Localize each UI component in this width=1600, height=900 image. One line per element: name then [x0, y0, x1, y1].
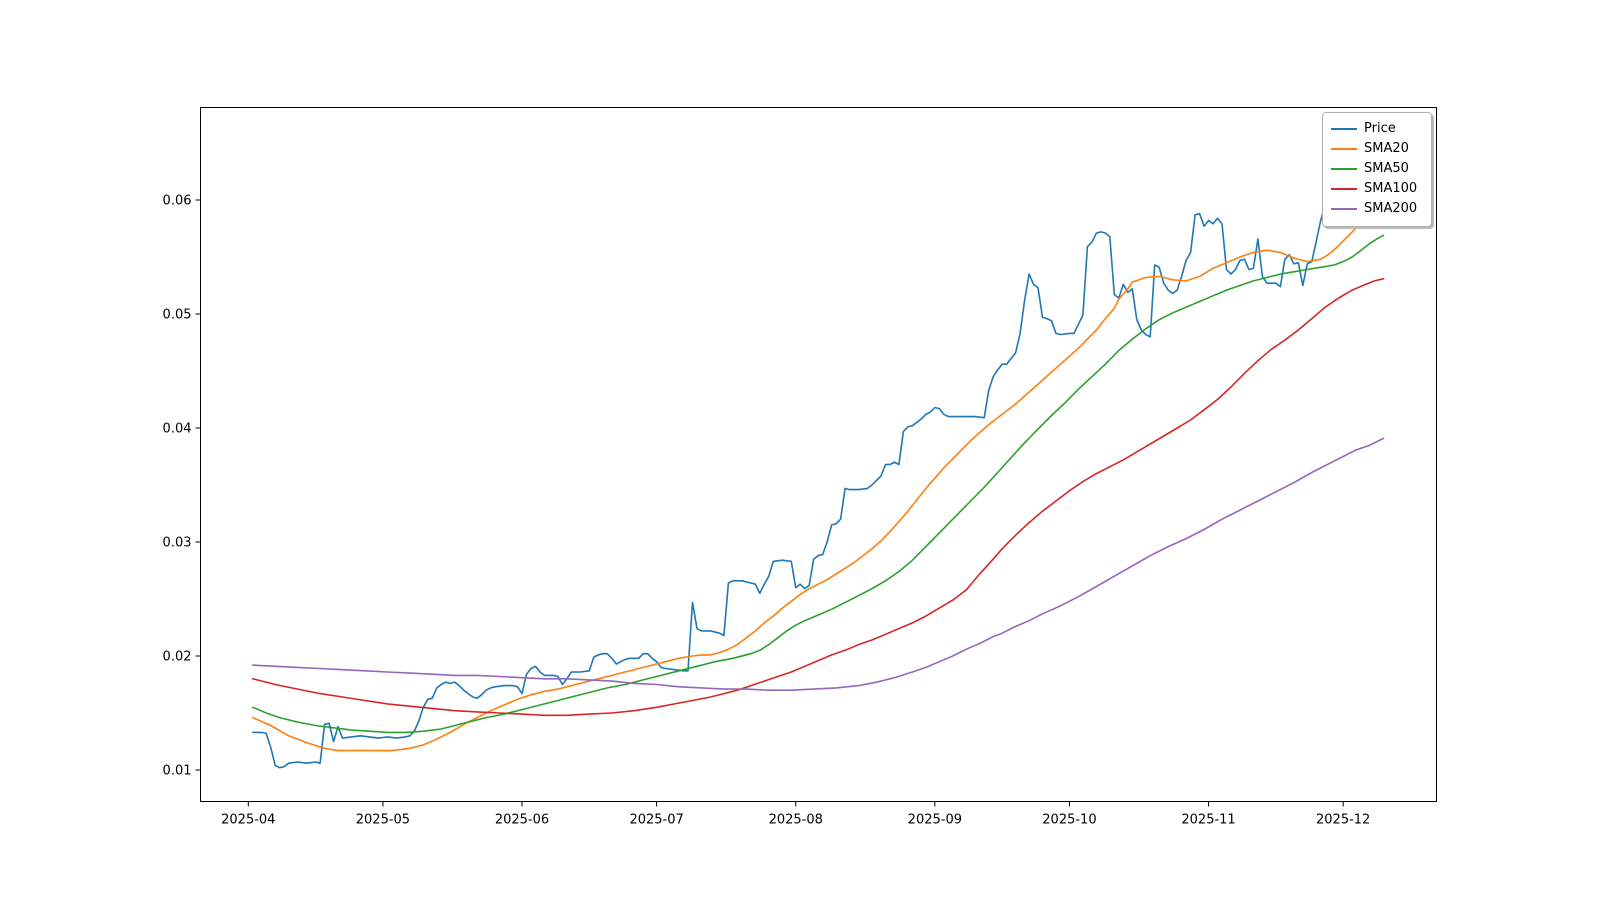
- legend-label: SMA200: [1364, 201, 1418, 216]
- y-tick-label: 0.04: [163, 422, 192, 437]
- legend-item-sma200: SMA200: [1331, 199, 1423, 219]
- x-tick-label: 2025-09: [908, 813, 962, 828]
- legend-item-price: Price: [1331, 119, 1423, 139]
- legend-line-sample-sma200: [1331, 208, 1357, 210]
- legend-label: SMA100: [1364, 181, 1418, 196]
- y-tick-label: 0.03: [163, 536, 192, 551]
- legend-label: Price: [1364, 121, 1396, 136]
- legend-label: SMA50: [1364, 161, 1409, 176]
- legend-line-sample-sma20: [1331, 148, 1357, 150]
- legend-line-sample-sma100: [1331, 188, 1357, 190]
- x-tick-label: 2025-11: [1181, 813, 1235, 828]
- plot-border: [200, 107, 1437, 802]
- y-tick-label: 0.01: [163, 764, 192, 779]
- y-tick-label: 0.06: [163, 194, 192, 209]
- series-lines: [252, 201, 1385, 769]
- legend-label: SMA20: [1364, 141, 1409, 156]
- x-tick-label: 2025-04: [221, 813, 275, 828]
- x-tick-label: 2025-10: [1042, 813, 1096, 828]
- sma100-line: [252, 277, 1385, 717]
- legend-item-sma50: SMA50: [1331, 159, 1423, 179]
- y-axis-ticks: 0.01 0.02 0.03 0.04 0.05 0.06: [163, 194, 201, 779]
- legend-line-sample-sma50: [1331, 168, 1357, 170]
- legend-item-sma100: SMA100: [1331, 179, 1423, 199]
- x-tick-label: 2025-06: [495, 813, 549, 828]
- x-tick-label: 2025-08: [769, 813, 823, 828]
- price-line: [252, 201, 1335, 769]
- x-tick-label: 2025-12: [1316, 813, 1370, 828]
- x-tick-label: 2025-07: [629, 813, 683, 828]
- legend-line-sample-price: [1331, 128, 1357, 130]
- x-tick-label: 2025-05: [356, 813, 410, 828]
- legend: Price SMA20 SMA50 SMA100 SMA200: [1322, 112, 1432, 227]
- sma200-line: [252, 437, 1385, 691]
- sma50-line: [252, 234, 1385, 734]
- sma20-line: [252, 215, 1371, 752]
- y-tick-label: 0.02: [163, 650, 192, 665]
- y-tick-label: 0.05: [163, 308, 192, 323]
- legend-item-sma20: SMA20: [1331, 139, 1423, 159]
- x-axis-ticks: 2025-04 2025-05 2025-06 2025-07 2025-08 2025-…: [221, 801, 1370, 828]
